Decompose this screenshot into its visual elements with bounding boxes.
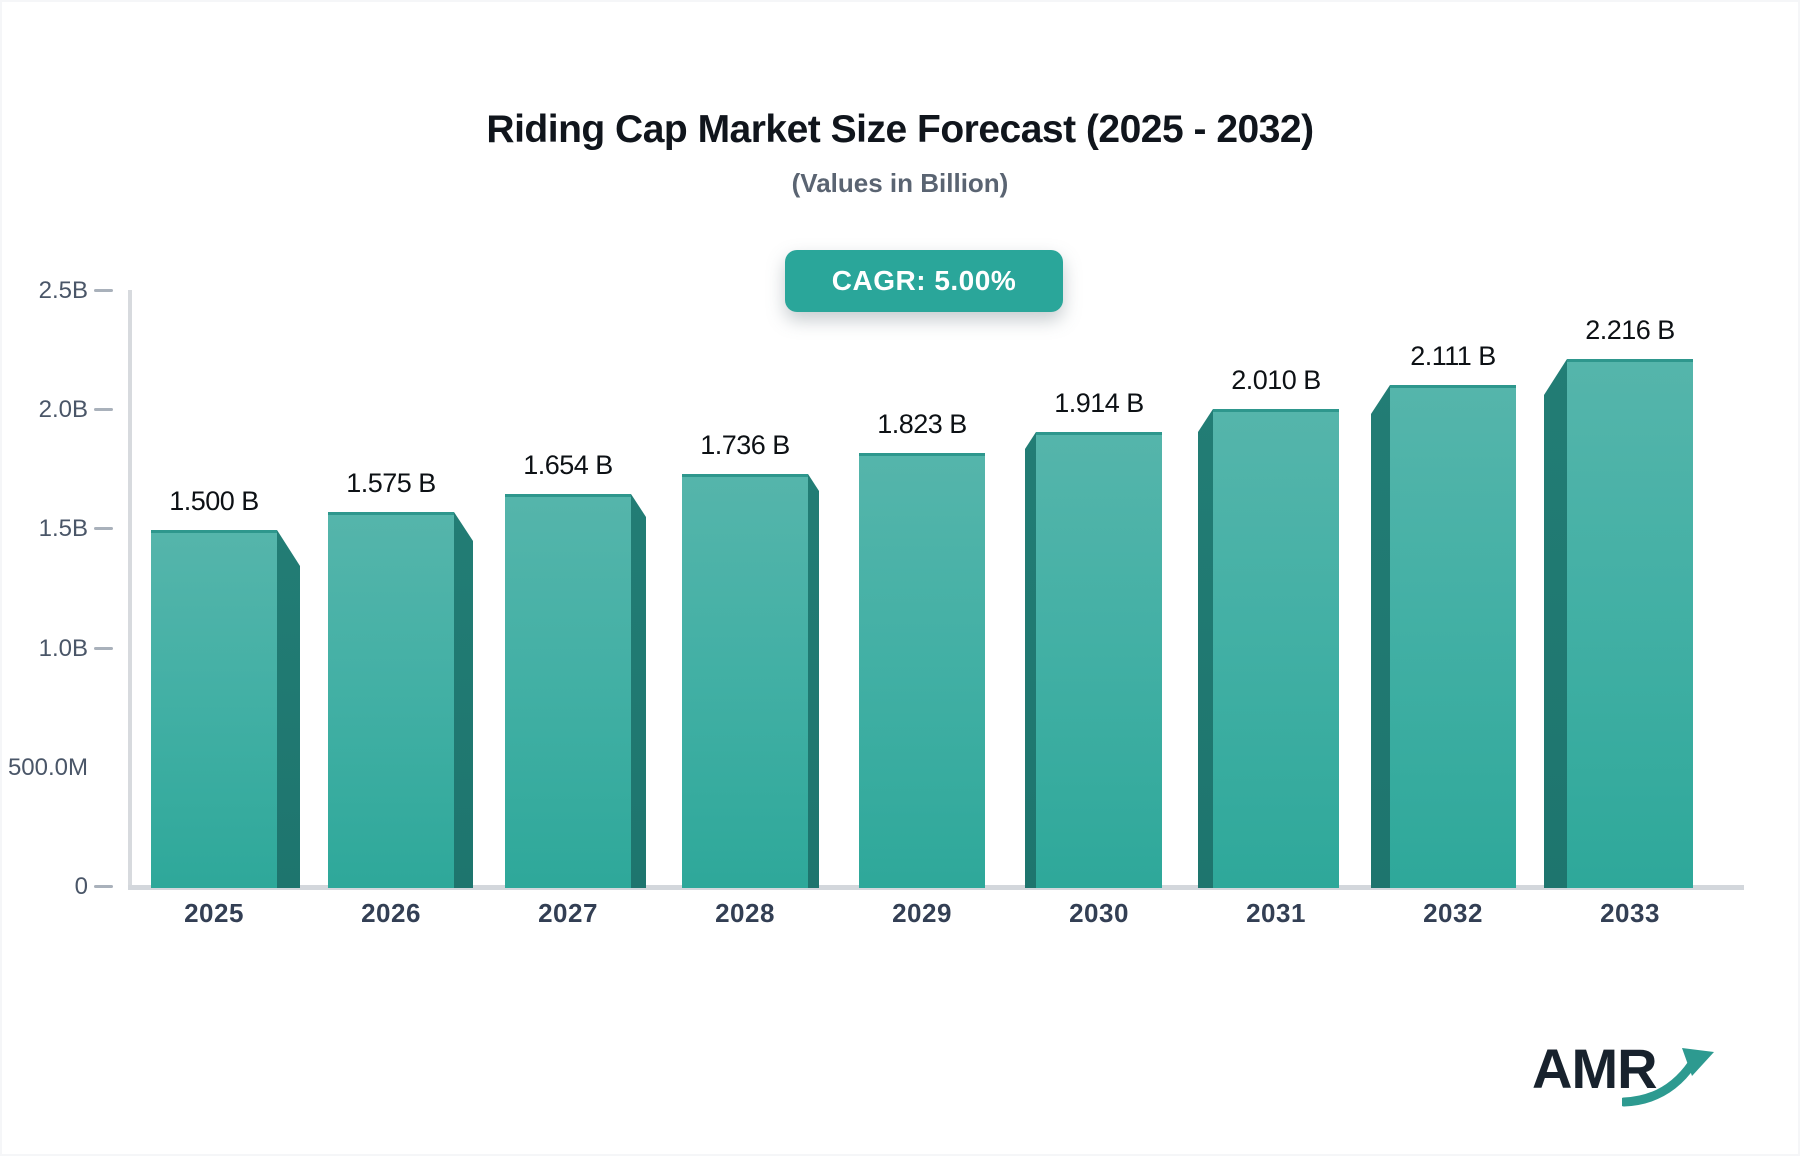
y-tick-mark bbox=[94, 408, 113, 411]
bar-side-face bbox=[277, 530, 300, 888]
bar-value-label-2028: 1.736 B bbox=[700, 430, 790, 460]
bar-front-face bbox=[859, 453, 985, 888]
y-tick-mark bbox=[94, 527, 113, 531]
bar-value-label-2026: 1.575 B bbox=[346, 468, 436, 498]
bar-side-face bbox=[808, 474, 819, 888]
bar-value-label-2032: 2.111 B bbox=[1410, 341, 1496, 371]
bar-front-face bbox=[1213, 409, 1339, 888]
x-axis-label-2032: 2032 bbox=[1423, 898, 1483, 928]
bar-side-face bbox=[631, 494, 646, 888]
bar-2031[interactable] bbox=[1198, 409, 1339, 888]
x-axis-label-2027: 2027 bbox=[538, 898, 598, 928]
x-axis-label-2025: 2025 bbox=[184, 898, 244, 928]
bar-front-face bbox=[1390, 385, 1516, 888]
y-tick-label-500.0M: 500.0M bbox=[7, 753, 88, 781]
bar-side-face bbox=[454, 512, 473, 888]
bar-2029[interactable] bbox=[859, 453, 985, 888]
y-tick-label-0: 0 bbox=[74, 873, 88, 900]
amr-logo-text: AMR bbox=[1532, 1037, 1658, 1100]
bar-2026[interactable] bbox=[328, 512, 473, 888]
bar-2027[interactable] bbox=[505, 494, 646, 888]
bar-2032[interactable] bbox=[1371, 385, 1516, 888]
chart-subtitle: (Values in Billion) bbox=[791, 168, 1009, 198]
y-tick-mark bbox=[94, 885, 113, 888]
x-axis-label-2031: 2031 bbox=[1246, 898, 1306, 928]
y-tick-label-2.5B: 2.5B bbox=[38, 276, 88, 304]
y-tick-label-1.0B: 1.0B bbox=[38, 634, 88, 662]
bar-value-label-2031: 2.010 B bbox=[1231, 365, 1321, 395]
bar-value-label-2027: 1.654 B bbox=[523, 450, 613, 480]
cagr-badge: CAGR: 5.00% bbox=[785, 250, 1063, 312]
x-axis-label-2033: 2033 bbox=[1600, 898, 1660, 928]
y-tick-mark bbox=[94, 646, 113, 650]
bar-2028[interactable] bbox=[682, 474, 819, 888]
bar-front-face bbox=[682, 474, 808, 888]
y-tick-mark bbox=[94, 288, 113, 292]
growth-arrow-icon bbox=[1622, 1048, 1714, 1107]
bar-2030[interactable] bbox=[1025, 432, 1162, 888]
bar-value-label-2033: 2.216 B bbox=[1585, 315, 1675, 345]
amr-logo: AMR bbox=[1532, 1036, 1732, 1116]
bar-side-face bbox=[1198, 409, 1213, 888]
x-axis-label-2029: 2029 bbox=[892, 898, 952, 928]
bar-side-face bbox=[1025, 432, 1036, 888]
bar-side-face bbox=[1371, 385, 1390, 888]
x-axis-label-2026: 2026 bbox=[361, 898, 421, 928]
bar-2025[interactable] bbox=[151, 530, 300, 888]
bar-front-face bbox=[1036, 432, 1162, 888]
chart-title: Riding Cap Market Size Forecast (2025 - … bbox=[486, 108, 1314, 151]
bar-value-label-2030: 1.914 B bbox=[1054, 388, 1144, 418]
bar-value-label-2025: 1.500 B bbox=[169, 486, 259, 516]
x-axis-label-2030: 2030 bbox=[1069, 898, 1129, 928]
bar-front-face bbox=[1567, 359, 1693, 888]
bar-front-face bbox=[505, 494, 631, 888]
bar-side-face bbox=[1544, 359, 1567, 888]
y-axis-line bbox=[128, 290, 132, 890]
y-tick-label-1.5B: 1.5B bbox=[38, 515, 88, 543]
bar-front-face bbox=[151, 530, 277, 888]
bar-value-label-2029: 1.823 B bbox=[877, 409, 967, 439]
x-axis-label-2028: 2028 bbox=[715, 898, 775, 928]
bar-front-face bbox=[328, 512, 454, 888]
bar-2033[interactable] bbox=[1544, 359, 1693, 888]
y-tick-label-2.0B: 2.0B bbox=[38, 396, 88, 423]
